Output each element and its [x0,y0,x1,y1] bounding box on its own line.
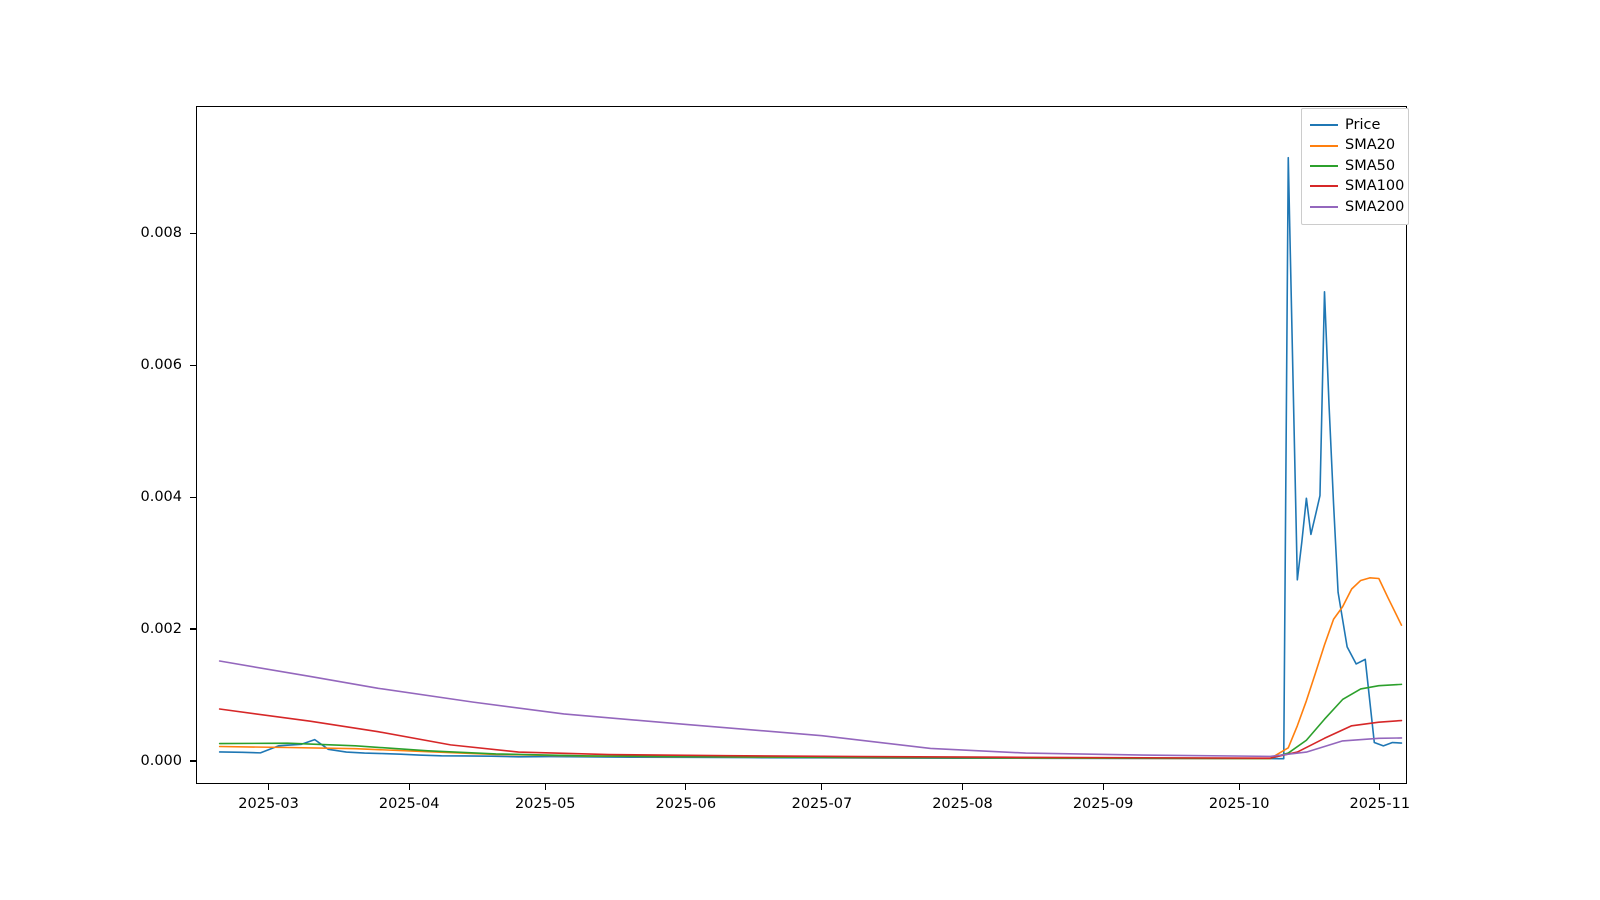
x-tick-label: 2025-05 [514,796,576,812]
y-tick-mark [190,232,196,234]
series-line-sma50 [220,684,1402,758]
legend-label: SMA100 [1345,178,1405,195]
y-tick-label: 0.008 [140,225,182,242]
x-tick-mark [1102,784,1104,790]
y-tick-label: 0.004 [140,489,182,506]
legend-item-sma50[interactable]: SMA50 [1310,156,1400,176]
x-tick-label: 2025-04 [378,796,440,812]
legend-swatch-sma20 [1310,144,1338,147]
series-line-price [220,158,1402,759]
y-tick-label: 0.002 [140,621,182,637]
y-tick-label: 0.000 [140,752,182,769]
x-tick-mark [1379,784,1381,790]
legend-label: SMA200 [1345,198,1405,215]
x-tick-mark [267,784,270,790]
legend-item-sma100[interactable]: SMA100 [1310,176,1404,196]
x-tick-label: 2025-03 [238,796,299,812]
series-lines [197,107,1406,783]
y-tick-mark [190,496,196,498]
chart-legend: Price SMA20 SMA50 SMA100 SMA200 [1301,108,1409,225]
x-tick-label: 2025-10 [1208,796,1270,812]
x-tick-label: 2025-11 [1349,796,1411,812]
y-tick-label: 0.006 [140,357,182,374]
legend-item-sma200[interactable]: SMA200 [1310,197,1404,217]
y-tick-mark [190,364,196,366]
legend-swatch-sma100 [1310,185,1338,188]
legend-item-sma20[interactable]: SMA20 [1310,135,1400,155]
legend-label: SMA20 [1345,137,1396,154]
y-tick-mark [190,628,196,630]
legend-swatch-price [1310,124,1338,127]
x-tick-mark [408,784,410,790]
legend-swatch-sma50 [1310,164,1338,167]
y-tick-mark [190,760,196,762]
x-tick-mark [685,784,687,790]
series-line-sma200 [220,661,1402,756]
x-tick-label: 2025-07 [791,796,853,812]
legend-item-price[interactable]: Price [1310,115,1400,135]
x-tick-mark [1238,784,1240,790]
x-tick-mark [821,784,823,790]
x-tick-label: 2025-08 [932,796,993,812]
legend-swatch-sma200 [1310,205,1338,208]
x-tick-label: 2025-06 [655,796,717,812]
x-tick-label: 2025-09 [1072,796,1134,812]
legend-label: SMA50 [1345,157,1396,174]
series-line-sma100 [220,709,1402,758]
x-tick-mark [544,784,546,790]
x-tick-mark [961,784,964,790]
series-line-sma20 [220,578,1402,759]
legend-label: Price [1345,116,1381,133]
plot-area [196,106,1407,784]
